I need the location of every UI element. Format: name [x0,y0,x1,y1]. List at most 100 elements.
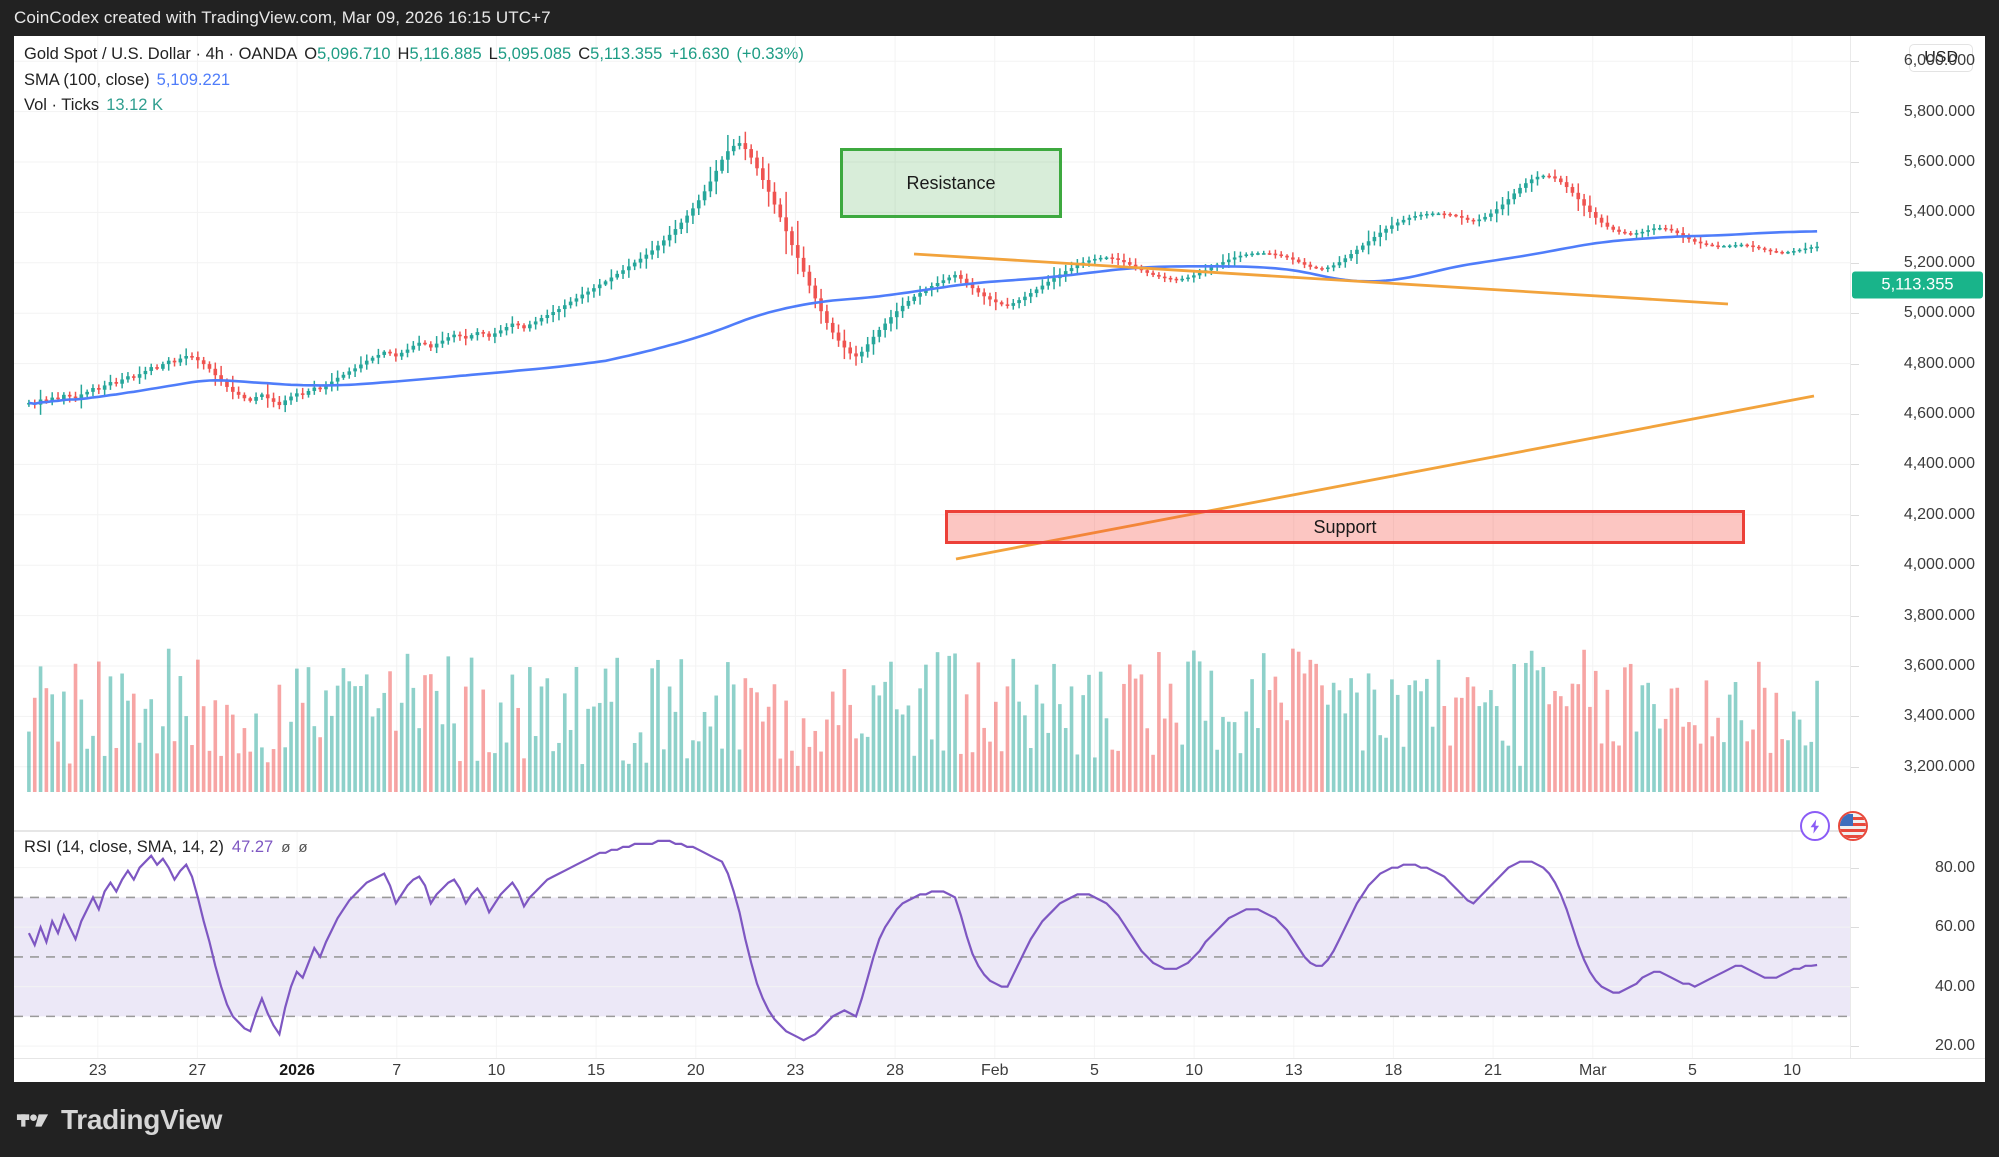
price-axis-tick [1851,212,1859,214]
time-axis-label: 15 [587,1062,605,1079]
price-axis-tick [1851,514,1859,516]
legend-change-abs: +16.630 [669,45,730,63]
price-axis-tick [1851,615,1859,617]
price-axis[interactable]: USD 5,113.355 6,000.000 5,800.000 5,600.00… [1850,36,1985,1058]
time-axis-label: 28 [886,1062,904,1079]
legend-close: C5,113.355 [578,45,663,63]
price-axis-label: 3,400.000 [1903,707,1975,725]
price-axis-tick [1851,766,1859,768]
price-axis-tick [1851,666,1859,667]
time-axis-label: 10 [487,1062,506,1079]
legend-symbol[interactable]: Gold Spot / U.S. Dollar · 4h · OANDA [24,45,298,63]
legend-ohlc-row: Gold Spot / U.S. Dollar · 4h · OANDA O5,… [24,42,804,68]
legend-open: O5,096.710 [304,45,391,63]
time-axis-label: 23 [88,1062,107,1079]
tradingview-logo-icon [16,1113,49,1127]
price-axis-label: 3,600.000 [1903,657,1975,674]
support-label: Support [1313,516,1377,537]
time-axis-label: 10 [1783,1062,1801,1079]
price-axis-label: 5,600.000 [1903,153,1975,170]
rsi-axis-tick [1851,927,1859,929]
time-axis-label: 7 [392,1062,402,1079]
price-axis-tick [1851,414,1859,415]
price-axis-label: 3,800.000 [1903,606,1975,624]
rsi-pane[interactable] [14,832,1850,1058]
time-axis[interactable]: 23 27 2026 7 10 15 20 23 28 Feb 5 10 13 18 21 Mar 5 10 [14,1058,1985,1082]
price-axis-tick [1851,111,1859,113]
price-axis-label: 5,400.000 [1903,203,1975,221]
chart-container[interactable]: Gold Spot / U.S. Dollar · 4h · OANDA O5,… [14,36,1985,1082]
time-axis-label: 23 [786,1062,805,1079]
time-axis-label: 10 [1185,1062,1203,1079]
time-axis-label: 20 [686,1062,705,1079]
volume-series [27,648,1819,792]
rsi-axis-tick [1851,867,1859,869]
legend-low: L5,095.085 [488,45,572,63]
time-axis-label: 21 [1484,1062,1502,1079]
attribution-text: CoinCodex created with TradingView.com, … [14,8,551,27]
support-box[interactable]: Support [945,510,1745,544]
legend-volume-row[interactable]: Vol · Ticks 13.12 K [24,93,804,119]
price-pane[interactable] [14,36,1850,792]
rsi-legend-value: 47.27 [231,838,274,856]
resistance-label: Resistance [906,172,996,193]
rsi-legend-title: RSI (14, close, SMA, 14, 2) [24,838,224,856]
time-axis-label: 18 [1384,1062,1403,1079]
current-price-tag: 5,113.355 [1852,271,1983,299]
ascending-trendline [955,394,1815,561]
price-axis-label: 4,200.000 [1903,505,1975,523]
tradingview-wordmark: TradingView [61,1103,223,1135]
price-axis-tick [1851,61,1859,63]
rsi-legend[interactable]: RSI (14, close, SMA, 14, 2) 47.27 ø ø [24,838,308,857]
us-flag-icon[interactable] [1838,811,1868,841]
time-axis-label: 27 [188,1062,207,1079]
time-axis-label: 5 [1687,1062,1697,1079]
legend-sma-row[interactable]: SMA (100, close) 5,109.221 [24,68,804,94]
rsi-legend-extra-1: ø [281,839,291,856]
rsi-legend-extra-2: ø [298,839,308,856]
pane-divider [14,830,1850,832]
legend-sma-title: SMA (100, close) [24,70,150,89]
price-axis-tick [1851,565,1859,567]
time-axis-label: 2026 [279,1062,315,1079]
us-flag-glyph [1840,813,1866,839]
price-axis-label: 4,600.000 [1903,405,1975,422]
resistance-box[interactable]: Resistance [840,148,1062,218]
rsi-axis-label: 80.00 [1934,858,1975,876]
legend-change-pct: (+0.33%) [736,45,804,63]
chart-legend: Gold Spot / U.S. Dollar · 4h · OANDA O5,… [24,42,804,119]
candlestick-series [27,131,1819,415]
price-axis-label: 4,000.000 [1903,556,1975,574]
time-axis-label: 5 [1089,1062,1099,1079]
price-axis-label: 5,800.000 [1903,102,1975,120]
time-axis-label: Feb [980,1062,1009,1079]
price-axis-label: 3,200.000 [1903,757,1975,775]
descending-trendline [913,252,1729,306]
rsi-axis-label: 60.00 [1934,918,1975,936]
legend-volume-value: 13.12 K [106,96,164,115]
price-axis-label: 5,000.000 [1903,304,1975,322]
price-axis-label: 6,000.000 [1903,52,1975,70]
rsi-plot [14,832,1850,1058]
price-plot [14,36,1850,792]
footer-branding: TradingView [0,1082,1999,1157]
attribution-bar: CoinCodex created with TradingView.com, … [0,0,1999,36]
price-axis-label: 5,200.000 [1903,253,1975,271]
price-axis-tick [1851,464,1859,466]
rsi-axis-label: 20.00 [1934,1037,1975,1055]
price-axis-tick [1851,262,1859,264]
legend-volume-title: Vol · Ticks [24,96,100,115]
sma-line [28,230,1818,406]
price-axis-tick [1851,363,1859,365]
lightning-bolt-glyph [1810,818,1819,834]
currency-badge[interactable]: USD [1909,44,1973,72]
rsi-line [27,839,1818,1042]
legend-sma-value: 5,109.221 [156,70,231,89]
lightning-bolt-icon[interactable] [1800,811,1830,841]
rsi-axis-tick [1851,1046,1859,1048]
price-axis-label: 4,800.000 [1903,354,1975,372]
rsi-axis-label: 40.00 [1934,977,1975,995]
rsi-axis-tick [1851,986,1859,988]
price-axis-tick [1851,716,1859,718]
